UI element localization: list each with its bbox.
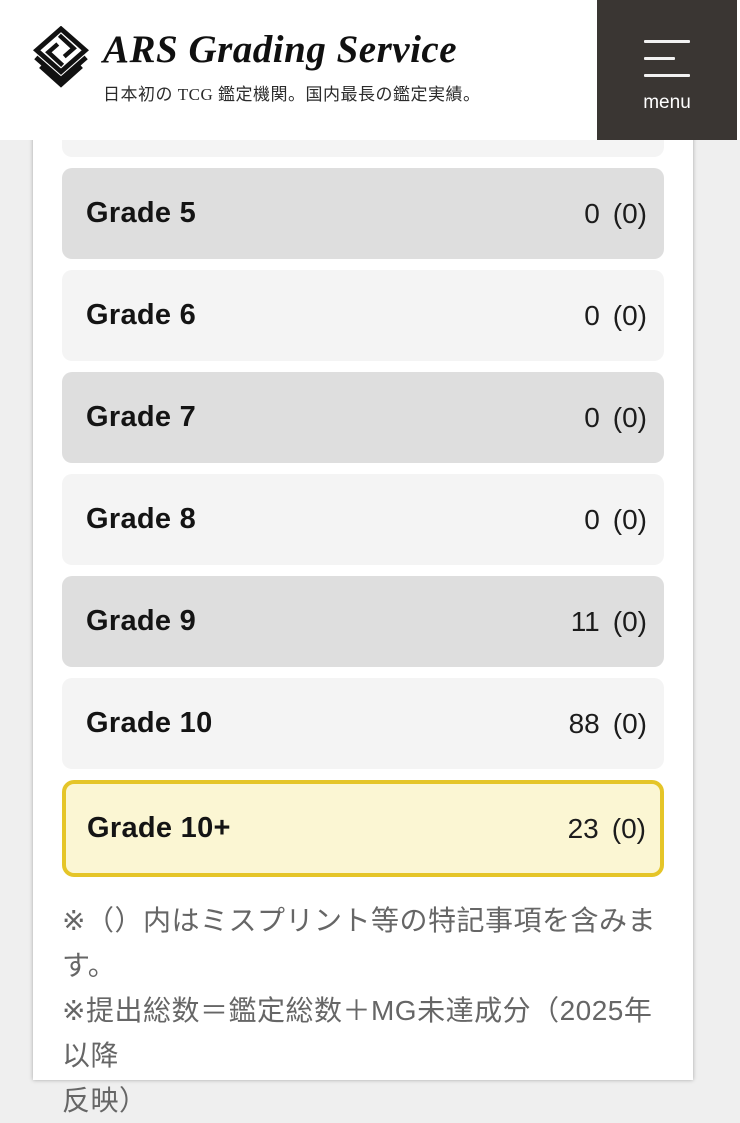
grade-summary-section: Grade 5 0 (0) Grade 6 0 (0) Grade 7 0 (0… bbox=[33, 0, 693, 1123]
grade-count-misprint: (0) bbox=[612, 605, 647, 637]
ars-layered-diamond-logo-icon bbox=[33, 26, 89, 88]
grade-count-number: 23 bbox=[567, 812, 599, 844]
grade-label: Grade 10+ bbox=[87, 812, 231, 844]
grade-label: Grade 7 bbox=[86, 401, 197, 433]
footnote-line: ※（）内はミスプリント等の特記事項を含みま bbox=[62, 905, 656, 936]
hamburger-menu-icon bbox=[644, 40, 690, 77]
grade-row-5[interactable]: Grade 5 0 (0) bbox=[62, 168, 664, 259]
grade-count-number: 0 bbox=[584, 503, 600, 535]
brand-text: ARS Grading Service 日本初の TCG 鑑定機関。国内最長の鑑… bbox=[103, 26, 481, 105]
grade-count-misprint: (0) bbox=[612, 503, 647, 535]
menu-button-label: menu bbox=[643, 92, 691, 113]
grade-count-misprint: (0) bbox=[612, 401, 647, 433]
grade-count: 0 (0) bbox=[584, 504, 647, 536]
grade-label: Grade 8 bbox=[86, 503, 197, 535]
menu-button[interactable]: menu bbox=[597, 0, 737, 140]
grade-count-misprint: (0) bbox=[611, 812, 646, 844]
site-header: ARS Grading Service 日本初の TCG 鑑定機関。国内最長の鑑… bbox=[0, 0, 740, 140]
grade-row-10[interactable]: Grade 10 88 (0) bbox=[62, 678, 664, 769]
footnote-line: ※提出総数＝鑑定総数＋MG未達成分（2025年以降 bbox=[62, 995, 653, 1071]
grade-count: 88 (0) bbox=[569, 708, 647, 740]
grade-label: Grade 5 bbox=[86, 197, 197, 229]
footnote-line: す。 bbox=[62, 950, 117, 981]
grade-count-number: 11 bbox=[570, 605, 600, 637]
grade-row-6[interactable]: Grade 6 0 (0) bbox=[62, 270, 664, 361]
grade-count: 0 (0) bbox=[584, 300, 647, 332]
grade-count-number: 88 bbox=[568, 707, 600, 739]
grade-count-misprint: (0) bbox=[612, 197, 647, 229]
grade-row-7[interactable]: Grade 7 0 (0) bbox=[62, 372, 664, 463]
page-column: Grade 5 0 (0) Grade 6 0 (0) Grade 7 0 (0… bbox=[33, 0, 693, 1116]
grade-count-misprint: (0) bbox=[612, 299, 647, 331]
site-tagline: 日本初の TCG 鑑定機関。国内最長の鑑定実績。 bbox=[103, 84, 481, 104]
grade-row-partial-top[interactable] bbox=[62, 140, 664, 157]
brand-logo-link[interactable]: ARS Grading Service 日本初の TCG 鑑定機関。国内最長の鑑… bbox=[28, 26, 481, 105]
grade-count: 23 (0) bbox=[568, 813, 646, 845]
grade-row-8[interactable]: Grade 8 0 (0) bbox=[62, 474, 664, 565]
grade-label: Grade 6 bbox=[86, 299, 197, 331]
grade-label: Grade 9 bbox=[86, 605, 197, 637]
grade-count: 0 (0) bbox=[584, 402, 647, 434]
grade-count-misprint: (0) bbox=[612, 707, 647, 739]
footnotes: ※（）内はミスプリント等の特記事項を含みま す。 ※提出総数＝鑑定総数＋MG未達… bbox=[62, 898, 664, 1123]
footnote-line: 反映） bbox=[62, 1085, 148, 1116]
grade-label: Grade 10 bbox=[86, 707, 213, 739]
site-title: ARS Grading Service bbox=[103, 28, 458, 71]
grade-row-10plus-selected[interactable]: Grade 10+ 23 (0) bbox=[62, 780, 664, 877]
grade-count-number: 0 bbox=[584, 299, 600, 331]
grade-count: 0 (0) bbox=[584, 198, 647, 230]
grade-count-number: 0 bbox=[584, 197, 600, 229]
grade-count: 11 (0) bbox=[571, 606, 647, 638]
grade-count-number: 0 bbox=[584, 401, 600, 433]
grade-row-9[interactable]: Grade 9 11 (0) bbox=[62, 576, 664, 667]
